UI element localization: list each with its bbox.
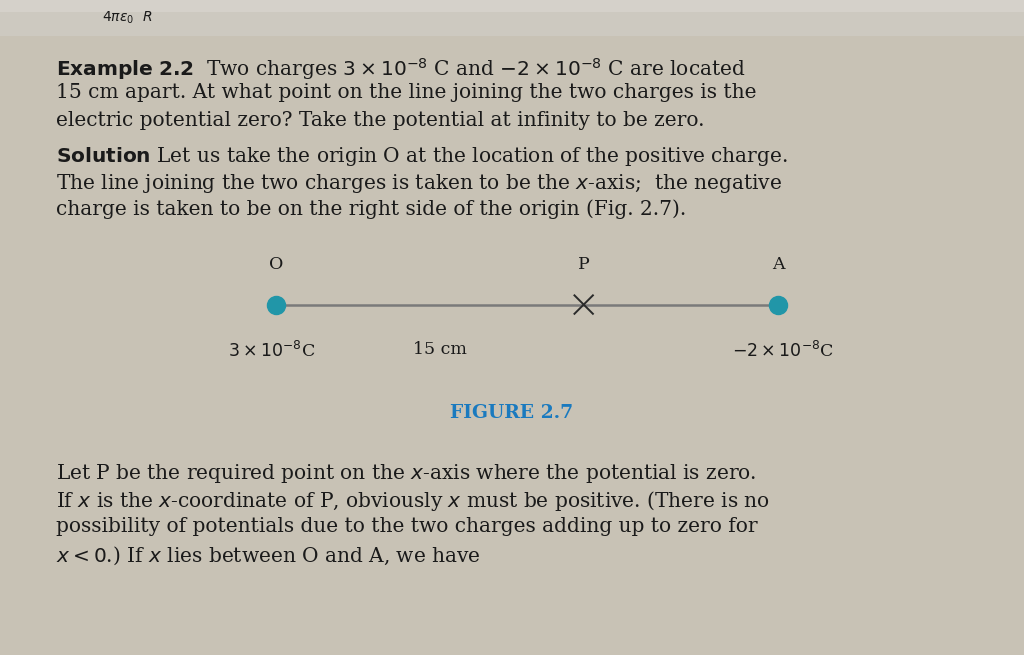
Text: P: P (578, 256, 590, 273)
Text: $4\pi\varepsilon_0$  $R$: $4\pi\varepsilon_0$ $R$ (102, 10, 153, 26)
Text: O: O (269, 256, 284, 273)
Text: $x < 0$.) If $x$ lies between O and A, we have: $x < 0$.) If $x$ lies between O and A, w… (56, 544, 481, 567)
Text: $3 \times10^{-8}$C: $3 \times10^{-8}$C (227, 341, 315, 361)
Text: FIGURE 2.7: FIGURE 2.7 (451, 403, 573, 422)
Text: $\mathbf{Example\ 2.2}$  Two charges $3 \times 10^{-8}$ C and $-2 \times 10^{-8}: $\mathbf{Example\ 2.2}$ Two charges $3 \… (56, 56, 745, 82)
Text: $-2 \times10^{-8}$C: $-2 \times10^{-8}$C (732, 341, 835, 361)
Text: charge is taken to be on the right side of the origin (Fig. 2.7).: charge is taken to be on the right side … (56, 200, 686, 219)
FancyBboxPatch shape (0, 0, 1024, 12)
Text: $\mathbf{Solution}$ Let us take the origin O at the location of the positive cha: $\mathbf{Solution}$ Let us take the orig… (56, 145, 788, 168)
Text: 15 cm: 15 cm (414, 341, 467, 358)
Text: Let P be the required point on the $x$-axis where the potential is zero.: Let P be the required point on the $x$-a… (56, 462, 757, 485)
Text: electric potential zero? Take the potential at infinity to be zero.: electric potential zero? Take the potent… (56, 111, 705, 130)
FancyBboxPatch shape (0, 0, 1024, 36)
Text: The line joining the two charges is taken to be the $x$-axis;  the negative: The line joining the two charges is take… (56, 172, 782, 195)
Text: If $x$ is the $x$-coordinate of P, obviously $x$ must be positive. (There is no: If $x$ is the $x$-coordinate of P, obvio… (56, 489, 770, 514)
Text: possibility of potentials due to the two charges adding up to zero for: possibility of potentials due to the two… (56, 517, 758, 536)
Text: 15 cm apart. At what point on the line joining the two charges is the: 15 cm apart. At what point on the line j… (56, 83, 757, 102)
Text: A: A (772, 256, 784, 273)
